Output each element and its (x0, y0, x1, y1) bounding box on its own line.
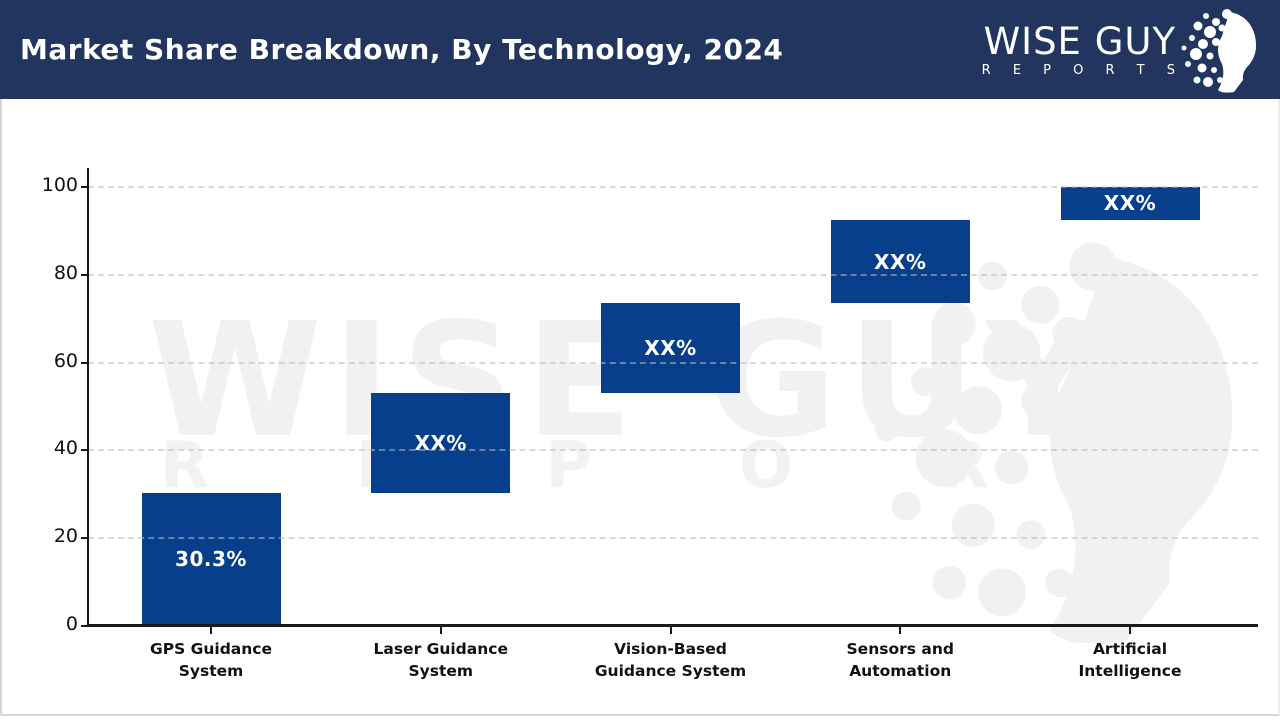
y-axis-tick (81, 449, 88, 452)
logo-subtitle: R E P O R T S (981, 62, 1184, 78)
x-axis-category-label: Laser Guidance System (373, 640, 508, 680)
x-axis-category-label: GPS Guidance System (149, 640, 272, 680)
bar-value-label: XX% (414, 431, 467, 456)
y-axis-tick-label: 100 (41, 174, 78, 196)
y-axis-tick (81, 273, 88, 276)
bar-value-label: 30.3% (175, 547, 247, 572)
y-axis-tick (81, 537, 88, 540)
wise-guy-logo: WISE GUY R E P O R T S (976, 6, 1280, 94)
bar-vision-based-guidance-system: XX% (601, 303, 740, 394)
bar-laser-guidance-system: XX% (371, 393, 511, 493)
logo-face-icon (1181, 8, 1257, 93)
x-axis-line (86, 624, 1258, 627)
x-axis-tick (899, 627, 902, 634)
y-axis-tick-label: 80 (53, 261, 78, 284)
x-axis-tick (210, 627, 212, 634)
y-axis-tick-label: 60 (53, 349, 78, 372)
x-axis-tick (669, 627, 672, 634)
page-title: Market Share Breakdown, By Technology, 2… (20, 33, 784, 66)
bar-value-label: XX% (1103, 191, 1157, 216)
x-axis-category-label: Vision-Based Guidance System (594, 640, 747, 680)
bar-value-label: XX% (874, 249, 927, 274)
y-axis-tick-label: 40 (53, 437, 78, 460)
chart-area: WISE GUY R E P O R T S 0 20 40 60 80 100 30.3%… (0, 99, 1280, 720)
y-axis-tick (81, 625, 88, 627)
x-axis-tick (1129, 627, 1131, 634)
y-axis-tick (81, 186, 88, 188)
x-axis-category-label: Sensors and Automation (846, 640, 954, 680)
watermark: WISE GUY R E P O R T S (0, 99, 1280, 720)
y-axis-line (86, 168, 89, 627)
y-axis-tick-label: 0 (65, 613, 78, 635)
bar-gps-guidance-system: 30.3% (141, 492, 281, 626)
header: Market Share Breakdown, By Technology, 2… (0, 0, 1280, 99)
logo-wordmark: WISE GUY (983, 19, 1177, 63)
logo-text: WISE GUY R E P O R T S (976, 23, 1184, 77)
x-axis-tick (439, 627, 442, 634)
bar-sensors-and-automation: XX% (830, 219, 970, 304)
y-axis-tick (81, 361, 88, 364)
y-axis-tick-label: 20 (53, 525, 78, 548)
bar-value-label: XX% (644, 336, 697, 361)
x-axis-category-label: Artificial Intelligence (1078, 640, 1182, 680)
bar-artificial-intelligence: XX% (1060, 187, 1200, 220)
